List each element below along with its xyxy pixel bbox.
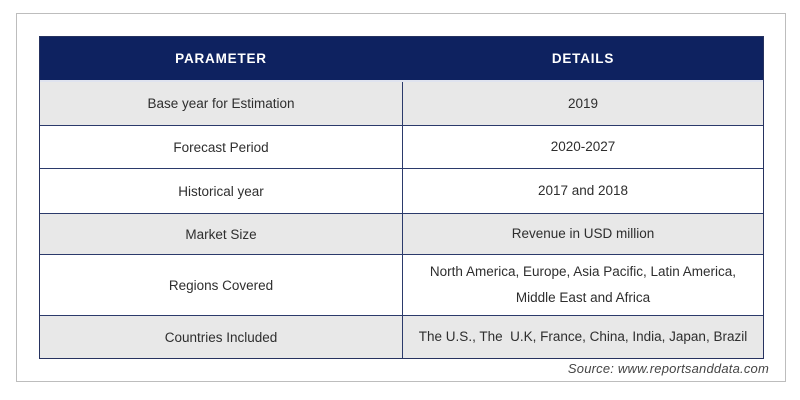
source-attribution: Source: www.reportsanddata.com: [567, 361, 769, 376]
parameter-cell: Forecast Period: [173, 139, 269, 155]
details-cell: Revenue in USD million: [402, 214, 763, 254]
header-cell-parameter: PARAMETER: [175, 51, 267, 66]
table-header-row: PARAMETER DETAILS: [40, 37, 763, 82]
table-row: Countries Included The U.S., The U.K, Fr…: [40, 315, 763, 358]
table-row: Base year for Estimation 2019: [40, 82, 763, 125]
parameter-cell: Historical year: [178, 183, 264, 199]
table-row: Regions Covered North America, Europe, A…: [40, 254, 763, 315]
outer-frame: PARAMETER DETAILS Base year for Estimati…: [16, 13, 786, 382]
parameter-cell: Regions Covered: [168, 277, 274, 293]
table-row: Historical year 2017 and 2018: [40, 168, 763, 213]
header-cell-details: DETAILS: [402, 37, 763, 80]
details-cell: 2019: [402, 82, 763, 125]
table-row: Market Size Revenue in USD million: [40, 213, 763, 254]
details-cell: 2017 and 2018: [402, 169, 763, 213]
details-cell: 2020-2027: [402, 126, 763, 168]
table-row: Forecast Period 2020-2027: [40, 125, 763, 168]
parameter-cell: Base year for Estimation: [147, 96, 295, 111]
parameter-cell: Countries Included: [164, 329, 278, 345]
parameter-cell: Market Size: [185, 226, 257, 242]
details-cell: The U.S., The U.K, France, China, India,…: [402, 316, 763, 358]
parameter-details-table: PARAMETER DETAILS Base year for Estimati…: [39, 36, 764, 359]
details-cell: North America, Europe, Asia Pacific, Lat…: [402, 255, 763, 315]
